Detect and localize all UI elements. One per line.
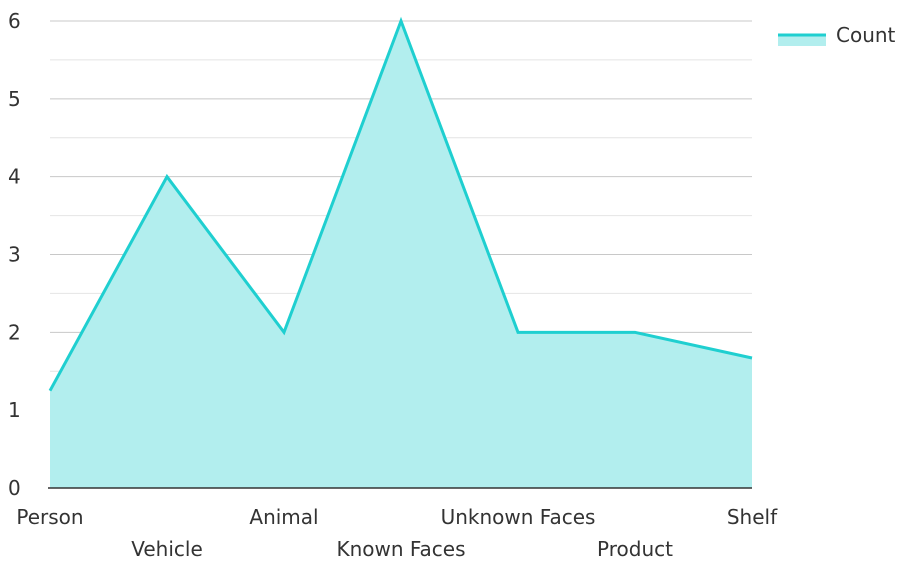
x-tick-label: Vehicle — [131, 537, 203, 560]
x-tick-label: Product — [597, 537, 673, 560]
x-tick-label: Known Faces — [336, 537, 465, 560]
y-tick-label: 4 — [8, 165, 21, 189]
y-tick-label: 2 — [8, 320, 21, 344]
x-tick-label: Animal — [249, 505, 318, 529]
y-tick-label: 5 — [8, 87, 21, 111]
series-line-count — [48, 16, 753, 392]
axes: 0 1 2 3 4 5 6 Person Vehicle Animal Known Faces Unk… — [8, 9, 778, 561]
legend-swatch-fill — [778, 34, 826, 46]
x-tick-label: Person — [16, 505, 83, 529]
x-tick-label: Unknown Faces — [441, 505, 596, 529]
y-tick-label: 6 — [8, 9, 21, 33]
area-layer — [48, 16, 753, 488]
y-tick-label: 1 — [8, 398, 21, 422]
y-tick-label: 3 — [8, 243, 21, 267]
x-tick-label: Shelf — [727, 505, 778, 529]
series-area-count — [50, 21, 752, 488]
y-tick-label: 0 — [8, 476, 21, 500]
legend-label-count: Count — [836, 23, 896, 47]
legend: Count — [778, 23, 896, 47]
